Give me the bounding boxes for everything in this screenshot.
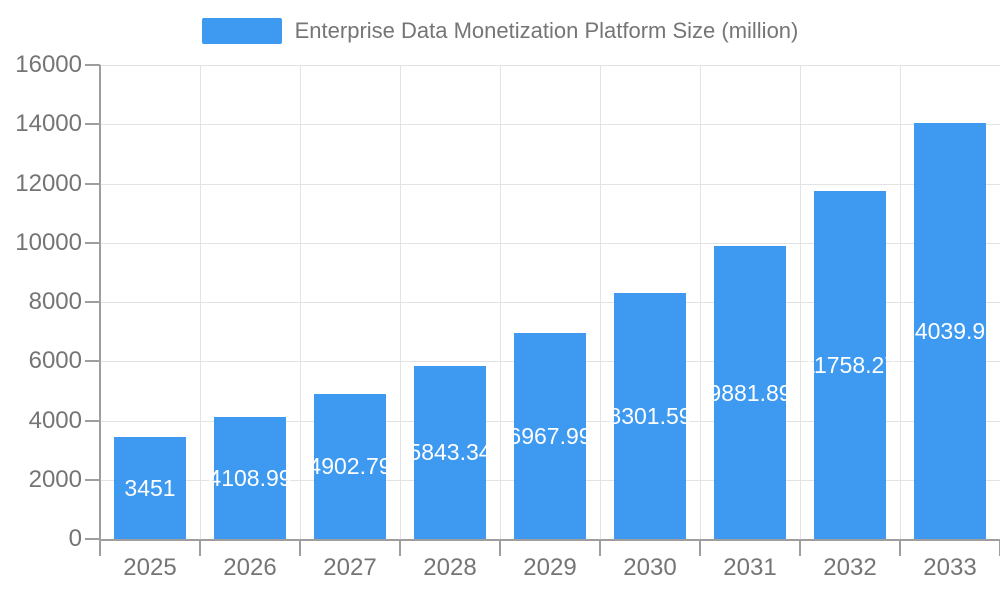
- bar-2027[interactable]: [314, 393, 386, 539]
- y-tick-label: 6000: [28, 347, 82, 375]
- y-axis-tick: [85, 241, 100, 244]
- y-axis-tick: [85, 419, 100, 422]
- y-tick-label: 10000: [15, 228, 82, 256]
- y-axis-tick: [85, 123, 100, 126]
- bar-value-label: 3451: [124, 474, 176, 501]
- v-gridline: [700, 65, 701, 539]
- x-tick-label: 2031: [723, 554, 777, 581]
- x-tick-label: 2026: [223, 554, 277, 581]
- bar-value-label: 4902.79: [308, 453, 392, 480]
- y-tick-label: 16000: [15, 51, 82, 78]
- x-axis-tick: [699, 539, 701, 556]
- h-gridline: [100, 65, 1000, 66]
- bar-value-label: 6967.99: [508, 422, 592, 449]
- h-gridline: [100, 124, 1000, 126]
- bar-2026[interactable]: [214, 417, 286, 539]
- x-axis-tick: [199, 539, 201, 556]
- y-axis-tick: [85, 301, 100, 303]
- x-tick-label: 2029: [523, 554, 577, 581]
- bar-value-label: 8301.59: [608, 403, 692, 430]
- x-axis-tick: [799, 539, 801, 556]
- y-tick-label: 2000: [28, 465, 82, 493]
- bar-2029[interactable]: [514, 332, 586, 539]
- y-tick-label: 8000: [28, 288, 82, 315]
- x-axis-tick: [899, 539, 901, 556]
- y-tick-label: 0: [68, 525, 82, 552]
- v-gridline: [800, 65, 801, 539]
- x-axis-tick: [399, 539, 401, 556]
- y-tick-label: 4000: [28, 406, 82, 434]
- y-axis-tick: [85, 478, 100, 481]
- bar-2028[interactable]: [414, 365, 486, 539]
- y-axis-tick: [85, 182, 100, 185]
- y-tick-label: 14000: [15, 110, 82, 138]
- bar-value-label: 14039.98: [902, 318, 998, 345]
- x-axis-tick: [599, 539, 601, 556]
- bar-value-label: 9881.89: [708, 379, 792, 406]
- x-tick-label: 2028: [423, 554, 477, 581]
- y-axis-line: [99, 65, 101, 556]
- legend-swatch: [201, 18, 282, 44]
- bar-value-label: 4108.99: [208, 465, 292, 492]
- x-tick-label: 2027: [323, 554, 377, 581]
- bar-value-label: 11758.27: [802, 351, 898, 378]
- bar-value-label: 5843.34: [408, 439, 492, 466]
- x-tick-label: 2033: [923, 554, 977, 581]
- y-axis-tick: [85, 538, 100, 540]
- bar-2032[interactable]: [814, 190, 886, 539]
- x-tick-label: 2025: [123, 554, 177, 581]
- x-tick-label: 2032: [823, 554, 877, 581]
- bar-2025[interactable]: [114, 436, 186, 539]
- x-tick-label: 2030: [623, 554, 677, 581]
- h-gridline: [100, 183, 1000, 185]
- bar-2033[interactable]: [914, 123, 986, 539]
- v-gridline: [300, 65, 301, 539]
- v-gridline: [900, 65, 901, 539]
- y-axis-tick: [85, 360, 100, 363]
- y-axis-tick: [85, 64, 100, 66]
- v-gridline: [500, 65, 501, 539]
- x-axis-tick: [299, 539, 301, 556]
- v-gridline: [200, 65, 201, 539]
- legend-item[interactable]: Enterprise Data Monetization Platform Si…: [0, 18, 1000, 44]
- v-gridline: [400, 65, 401, 539]
- y-tick-label: 12000: [15, 169, 82, 197]
- h-gridline: [100, 302, 1000, 303]
- legend-label: Enterprise Data Monetization Platform Si…: [294, 18, 799, 43]
- bar-2030[interactable]: [614, 293, 686, 539]
- v-gridline: [600, 65, 601, 539]
- x-axis-tick: [499, 539, 501, 556]
- h-gridline: [100, 242, 1000, 244]
- bar-2031[interactable]: [714, 246, 786, 539]
- x-axis-line: [100, 539, 1000, 541]
